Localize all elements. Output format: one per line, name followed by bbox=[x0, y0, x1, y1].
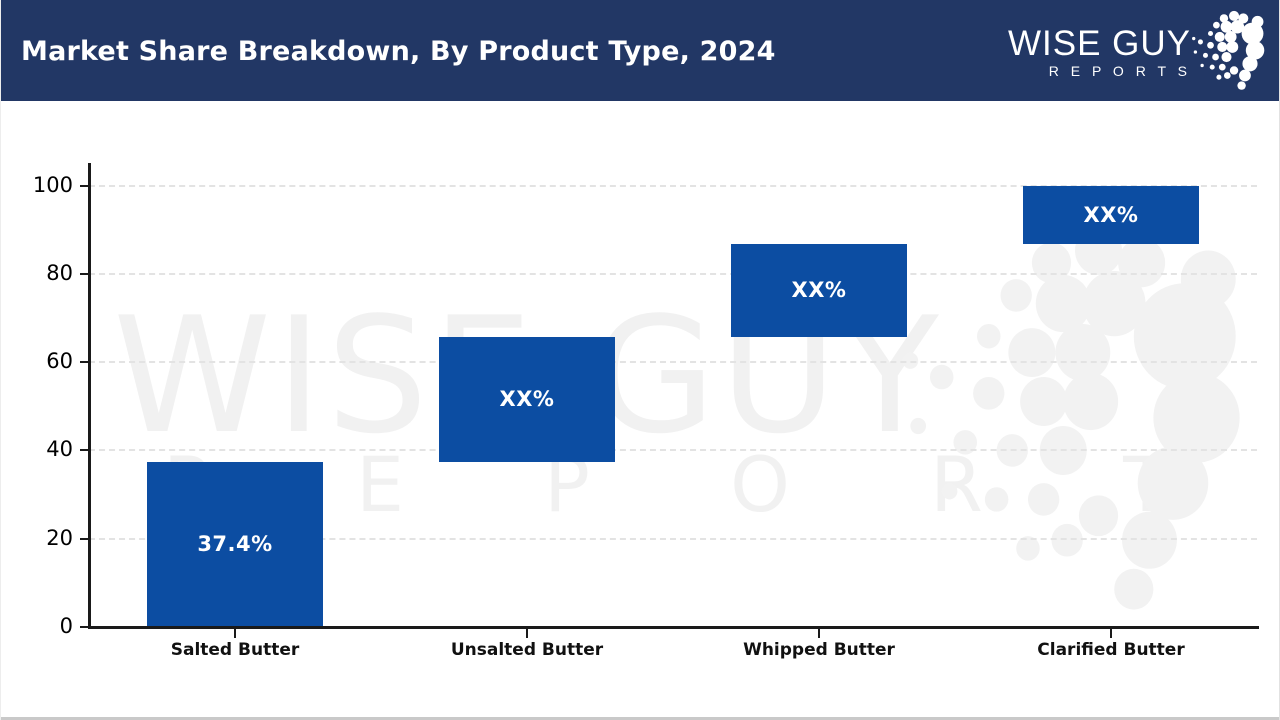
y-tick-mark-20 bbox=[80, 537, 89, 540]
y-tick-label-100: 100 bbox=[32, 172, 73, 197]
bar-value-label: 37.4% bbox=[197, 532, 273, 557]
logo-head-icon bbox=[1187, 10, 1271, 94]
bar-salted-butter: 37.4% bbox=[147, 461, 323, 627]
y-tick-label-20: 20 bbox=[46, 525, 73, 550]
category-label-0: Salted Butter bbox=[170, 640, 300, 660]
y-tick-mark-0 bbox=[80, 626, 89, 628]
y-tick-label-60: 60 bbox=[46, 349, 73, 374]
category-label-1: Unsalted Butter bbox=[450, 640, 604, 660]
y-tick-label-80: 80 bbox=[46, 260, 73, 285]
x-axis-line bbox=[88, 626, 1259, 629]
bar-unsalted-butter: XX% bbox=[439, 336, 615, 462]
y-tick-mark-40 bbox=[80, 449, 89, 452]
x-tick-mark-3 bbox=[1110, 629, 1112, 638]
y-tick-mark-80 bbox=[80, 272, 89, 275]
category-label-3: Clarified Butter bbox=[1037, 640, 1185, 660]
gridline-60 bbox=[89, 361, 1257, 364]
logo-wordmark: WISE GUY bbox=[1007, 24, 1191, 63]
y-tick-mark-100 bbox=[80, 184, 89, 187]
y-tick-mark-60 bbox=[80, 361, 89, 364]
gridline-20 bbox=[89, 537, 1257, 540]
bar-clarified-butter: XX% bbox=[1023, 185, 1199, 245]
y-tick-label-0: 0 bbox=[59, 614, 73, 638]
gridline-80 bbox=[89, 272, 1257, 275]
logo-text: WISE GUY R E P O R T S bbox=[1007, 24, 1191, 80]
category-label-2: Whipped Butter bbox=[743, 640, 895, 660]
y-axis-line bbox=[88, 163, 91, 629]
wiseguy-logo: WISE GUY R E P O R T S bbox=[1003, 8, 1271, 96]
bar-whipped-butter: XX% bbox=[731, 244, 907, 337]
x-tick-mark-0 bbox=[234, 629, 236, 638]
header-bar: Market Share Breakdown, By Product Type,… bbox=[1, 0, 1279, 101]
gridline-40 bbox=[89, 449, 1257, 452]
x-tick-mark-1 bbox=[526, 629, 528, 638]
x-tick-mark-2 bbox=[818, 629, 820, 638]
watermark-head-icon bbox=[879, 222, 1271, 630]
logo-reports-text: R E P O R T S bbox=[1048, 63, 1191, 79]
bar-value-label: XX% bbox=[1083, 202, 1139, 227]
y-tick-label-40: 40 bbox=[46, 437, 73, 462]
bar-value-label: XX% bbox=[499, 387, 555, 412]
gridline-100 bbox=[89, 184, 1257, 187]
bar-value-label: XX% bbox=[791, 278, 847, 303]
page-title: Market Share Breakdown, By Product Type,… bbox=[21, 36, 776, 67]
page-bottom-border bbox=[1, 717, 1279, 720]
